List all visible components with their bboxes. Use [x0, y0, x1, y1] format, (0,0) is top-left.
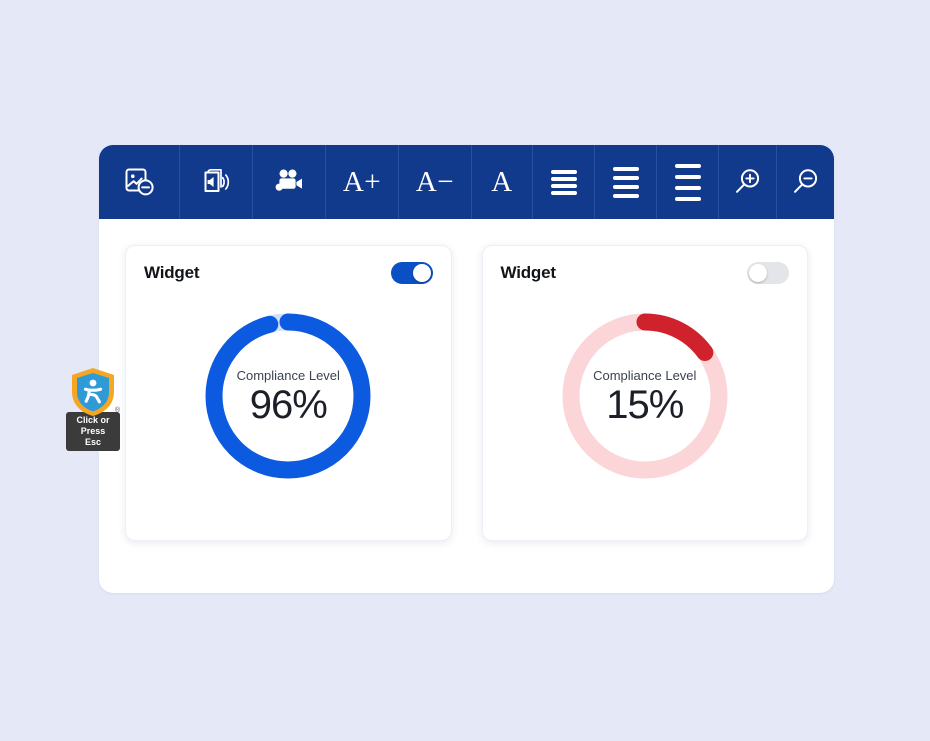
- line-height-large-icon[interactable]: [657, 145, 719, 219]
- zoom-out-icon: [789, 165, 823, 199]
- toggle-knob: [412, 264, 431, 282]
- gauge-value-arc: [205, 313, 371, 479]
- widget-card: Widget Compliance Level 96%: [125, 245, 452, 541]
- font-style-button[interactable]: A: [472, 145, 533, 219]
- line-height-small-icon: [550, 169, 577, 195]
- zoom-in-icon: [731, 165, 765, 199]
- read-aloud-icon: [199, 165, 233, 199]
- line-height-medium-icon: [612, 166, 639, 198]
- widget-toggle[interactable]: [747, 262, 789, 284]
- read-aloud-icon[interactable]: [180, 145, 253, 219]
- line-height-small-icon[interactable]: [533, 145, 595, 219]
- accessibility-shield-icon: ®: [68, 366, 120, 418]
- widget-card-header: Widget: [483, 246, 808, 284]
- gauge-container: Compliance Level 15%: [483, 290, 808, 502]
- widget-title: Widget: [144, 263, 200, 282]
- zoom-in-icon[interactable]: [719, 145, 777, 219]
- compliance-gauge: Compliance Level 15%: [557, 308, 733, 484]
- font-style-button-label: A: [491, 165, 513, 198]
- accessibility-widget-button[interactable]: ® Click or Press Esc: [66, 366, 120, 451]
- decrease-text-button-label: A−: [415, 165, 455, 198]
- gauge-container: Compliance Level 96%: [126, 290, 451, 502]
- registered-trademark-mark: ®: [114, 407, 120, 414]
- hide-video-icon[interactable]: [253, 145, 326, 219]
- accessibility-tooltip: Click or Press Esc: [66, 412, 120, 451]
- widget-toggle[interactable]: [390, 262, 433, 284]
- widget-card: Widget Compliance Level 15%: [481, 245, 808, 541]
- hide-images-icon[interactable]: [99, 145, 180, 219]
- increase-text-button-label: A+: [342, 165, 382, 198]
- widget-card-header: Widget: [126, 246, 451, 284]
- decrease-text-button[interactable]: A−: [399, 145, 472, 219]
- hide-images-icon: [122, 165, 156, 199]
- line-height-large-icon: [674, 163, 701, 201]
- widgets-area: Widget Compliance Level 96% Widget Complianc…: [99, 219, 834, 593]
- gauge-value-arc: [562, 313, 728, 479]
- widget-title: Widget: [500, 263, 557, 282]
- accessibility-toolbar: A+ A− A: [99, 145, 834, 219]
- compliance-gauge: Compliance Level 96%: [200, 308, 376, 484]
- zoom-out-icon[interactable]: [777, 145, 834, 219]
- hide-video-icon: [272, 165, 306, 199]
- increase-text-button[interactable]: A+: [326, 145, 399, 219]
- toggle-knob: [749, 264, 767, 282]
- line-height-medium-icon[interactable]: [595, 145, 657, 219]
- app-panel: A+ A− A Widget Compliance Level 96% Widget Com…: [99, 145, 834, 593]
